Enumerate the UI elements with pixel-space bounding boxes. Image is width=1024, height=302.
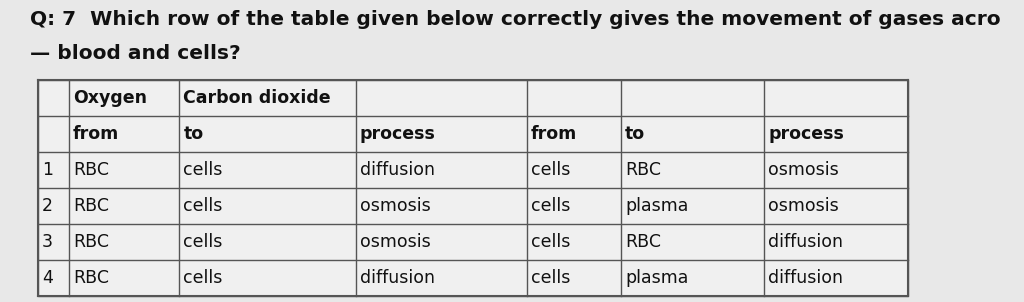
Text: from: from — [531, 125, 578, 143]
Text: RBC: RBC — [73, 161, 109, 179]
Text: diffusion: diffusion — [768, 233, 844, 251]
Text: 1: 1 — [42, 161, 53, 179]
Text: osmosis: osmosis — [360, 197, 431, 215]
Text: Q: 7  Which row of the table given below correctly gives the movement of gases a: Q: 7 Which row of the table given below … — [30, 10, 1000, 29]
Text: diffusion: diffusion — [360, 269, 435, 287]
Text: cells: cells — [183, 269, 222, 287]
Text: cells: cells — [531, 269, 570, 287]
Text: to: to — [625, 125, 645, 143]
Text: cells: cells — [183, 197, 222, 215]
Text: cells: cells — [531, 161, 570, 179]
Text: cells: cells — [531, 233, 570, 251]
Text: Oxygen: Oxygen — [73, 89, 146, 107]
Text: RBC: RBC — [73, 197, 109, 215]
Text: cells: cells — [531, 197, 570, 215]
Text: 3: 3 — [42, 233, 53, 251]
Text: cells: cells — [183, 233, 222, 251]
Text: osmosis: osmosis — [360, 233, 431, 251]
Text: plasma: plasma — [625, 269, 688, 287]
Text: diffusion: diffusion — [768, 269, 844, 287]
Text: process: process — [360, 125, 436, 143]
Text: to: to — [183, 125, 204, 143]
Text: RBC: RBC — [73, 233, 109, 251]
Text: RBC: RBC — [625, 161, 660, 179]
Text: Carbon dioxide: Carbon dioxide — [183, 89, 331, 107]
Text: process: process — [768, 125, 845, 143]
Text: from: from — [73, 125, 119, 143]
Text: RBC: RBC — [625, 233, 660, 251]
Text: osmosis: osmosis — [768, 197, 840, 215]
Text: 4: 4 — [42, 269, 53, 287]
Text: osmosis: osmosis — [768, 161, 840, 179]
Text: — blood and cells?: — blood and cells? — [30, 44, 241, 63]
Text: plasma: plasma — [625, 197, 688, 215]
Text: 2: 2 — [42, 197, 53, 215]
Text: diffusion: diffusion — [360, 161, 435, 179]
Text: RBC: RBC — [73, 269, 109, 287]
Bar — [38, 80, 908, 296]
Text: cells: cells — [183, 161, 222, 179]
